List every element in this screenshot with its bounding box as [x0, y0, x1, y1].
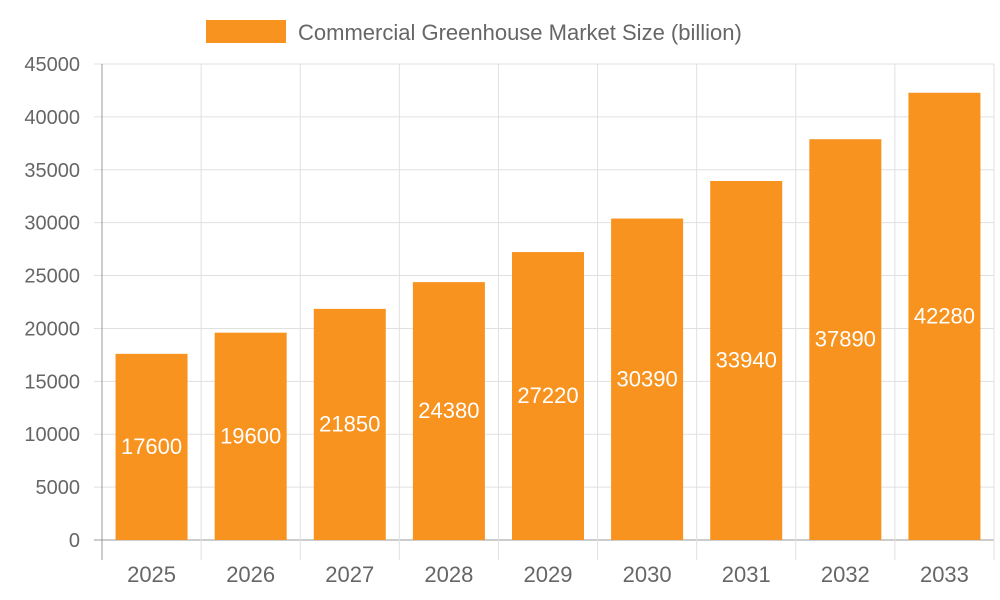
- x-tick-label: 2030: [623, 562, 672, 587]
- data-label: 19600: [220, 423, 281, 448]
- y-tick-label: 0: [69, 530, 80, 552]
- data-label: 24380: [418, 398, 479, 423]
- x-tick-label: 2025: [127, 562, 176, 587]
- data-label: 21850: [319, 411, 380, 436]
- data-label: 33940: [716, 347, 777, 372]
- x-tick-label: 2027: [325, 562, 374, 587]
- data-label: 17600: [121, 434, 182, 459]
- legend-label: Commercial Greenhouse Market Size (billi…: [298, 20, 742, 45]
- y-tick-label: 40000: [24, 107, 80, 129]
- y-tick-label: 15000: [24, 371, 80, 393]
- data-label: 37890: [815, 327, 876, 352]
- x-tick-label: 2032: [821, 562, 870, 587]
- bar: [512, 252, 584, 541]
- bar: [412, 282, 485, 540]
- bar: [908, 92, 981, 541]
- x-tick-label: 2033: [920, 562, 969, 587]
- y-tick-label: 25000: [24, 266, 80, 288]
- x-tick-label: 2028: [424, 562, 473, 587]
- legend-swatch: [206, 20, 286, 43]
- bar: [809, 139, 882, 540]
- data-label: 30390: [617, 366, 678, 391]
- data-label: 42280: [914, 303, 975, 328]
- bar: [710, 180, 783, 540]
- x-tick-label: 2029: [524, 562, 573, 587]
- bar: [214, 332, 287, 540]
- bar: [115, 353, 188, 540]
- y-tick-label: 20000: [24, 318, 80, 340]
- bar: [611, 218, 684, 541]
- bar: [313, 308, 386, 540]
- y-tick-label: 30000: [24, 213, 80, 235]
- x-tick-label: 2031: [722, 562, 771, 587]
- y-tick-label: 5000: [36, 477, 81, 499]
- y-tick-label: 45000: [24, 54, 80, 76]
- data-label: 27220: [517, 383, 578, 408]
- x-tick-label: 2026: [226, 562, 275, 587]
- y-tick-label: 10000: [24, 424, 80, 446]
- y-tick-label: 35000: [24, 160, 80, 182]
